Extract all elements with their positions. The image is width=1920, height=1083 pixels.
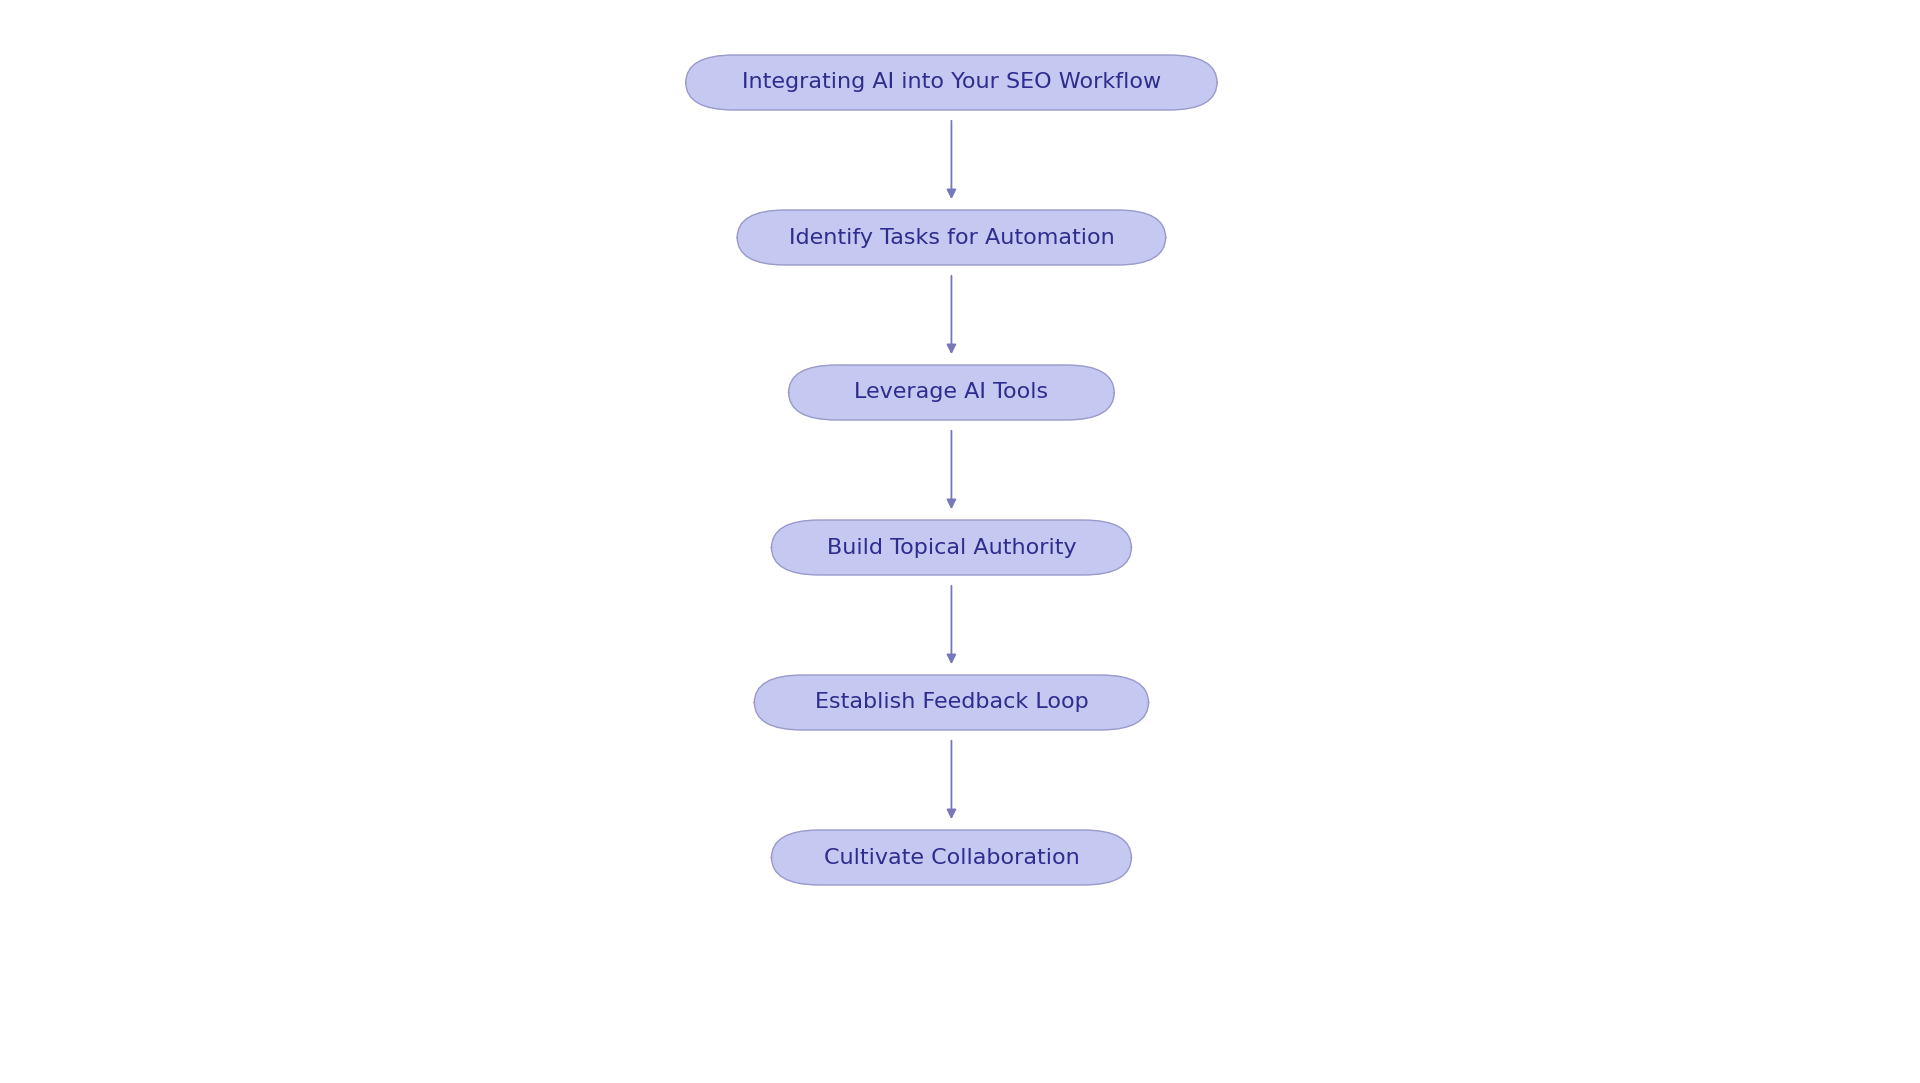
FancyBboxPatch shape <box>772 830 1131 885</box>
Text: Integrating AI into Your SEO Workflow: Integrating AI into Your SEO Workflow <box>741 73 1162 92</box>
Text: Establish Feedback Loop: Establish Feedback Loop <box>814 692 1089 713</box>
Text: Cultivate Collaboration: Cultivate Collaboration <box>824 848 1079 867</box>
FancyBboxPatch shape <box>685 55 1217 110</box>
Text: Leverage AI Tools: Leverage AI Tools <box>854 382 1048 403</box>
FancyBboxPatch shape <box>789 365 1114 420</box>
FancyBboxPatch shape <box>737 210 1165 265</box>
FancyBboxPatch shape <box>772 520 1131 575</box>
Text: Build Topical Authority: Build Topical Authority <box>828 537 1077 558</box>
FancyBboxPatch shape <box>755 675 1148 730</box>
Text: Identify Tasks for Automation: Identify Tasks for Automation <box>789 227 1114 248</box>
